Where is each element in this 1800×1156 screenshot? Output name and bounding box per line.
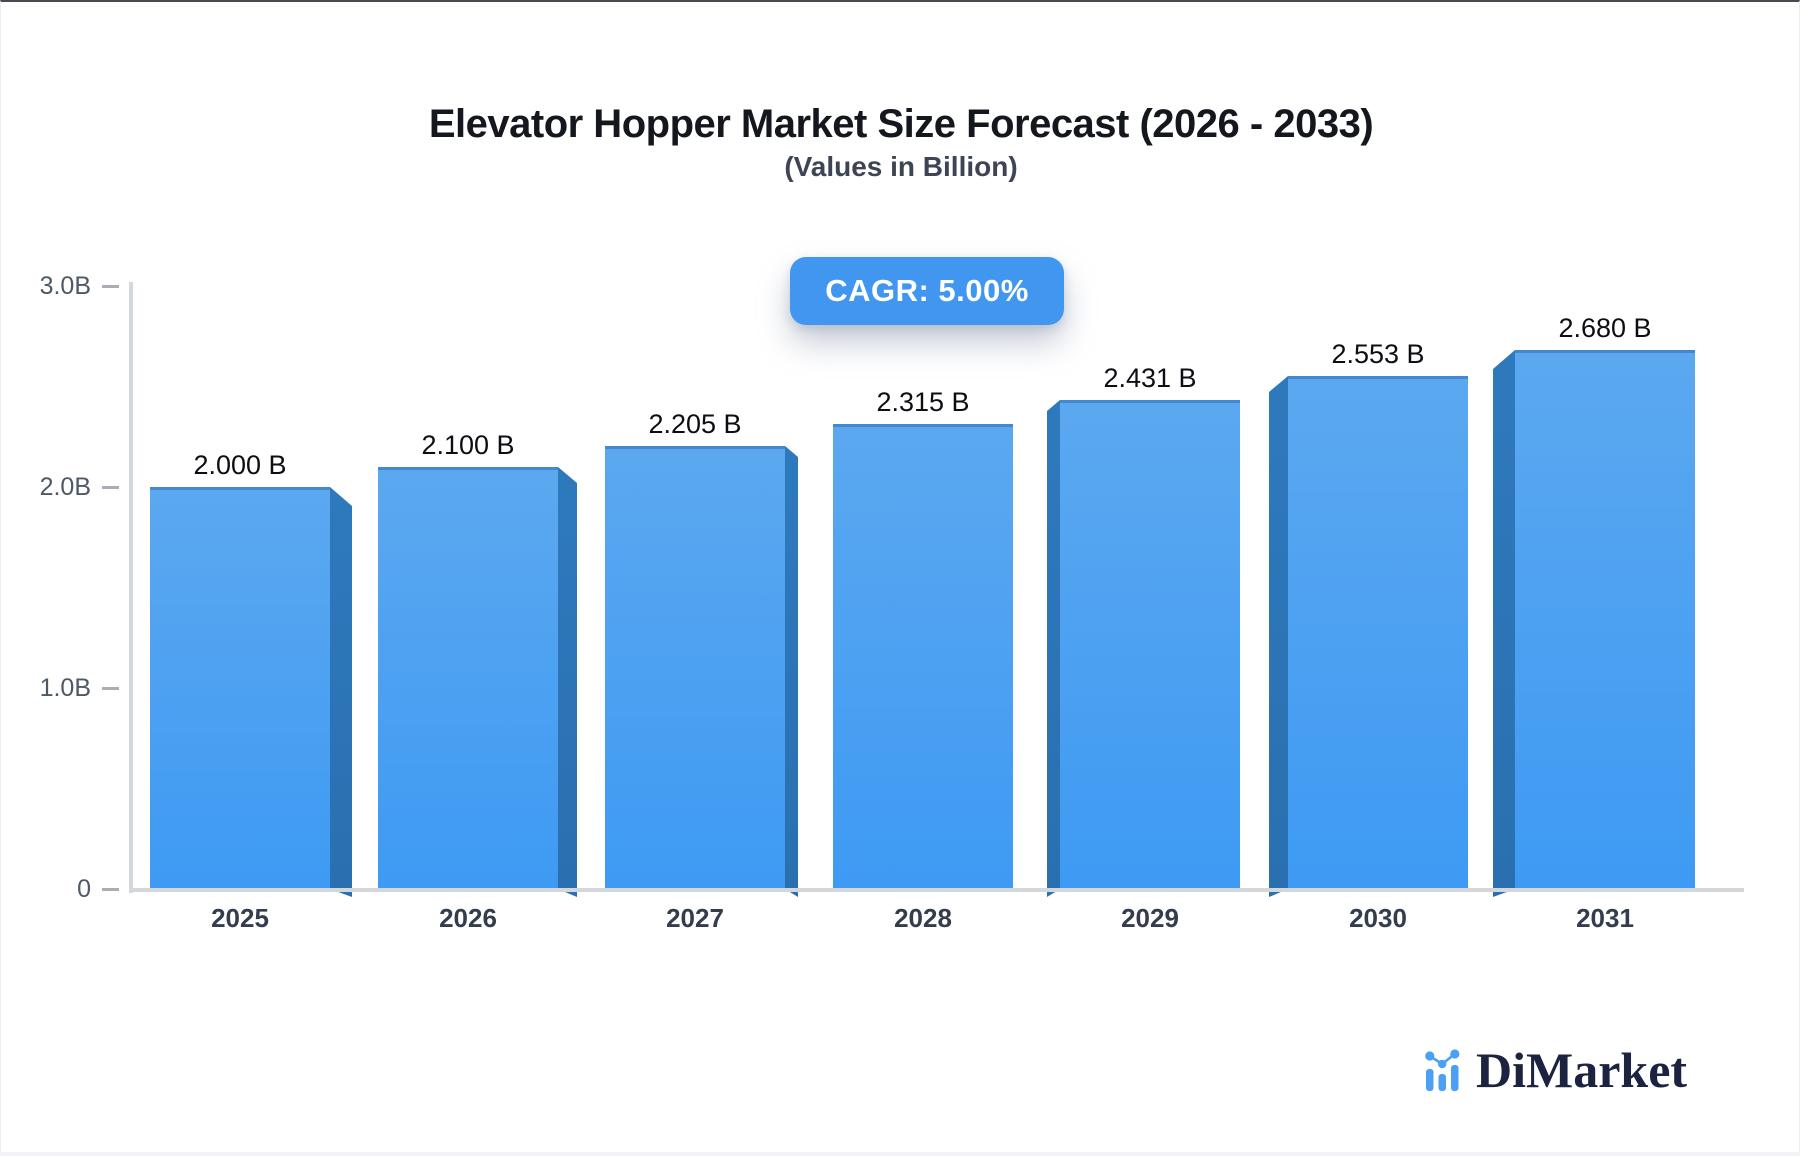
bar-value-label: 2.680 B [1558, 313, 1652, 343]
cagr-badge: CAGR: 5.00% [790, 257, 1064, 325]
x-axis-label: 2027 [666, 903, 724, 933]
x-axis-label: 2026 [439, 903, 497, 933]
dimarket-logo: DiMarket [1424, 1044, 1687, 1096]
bar-side [785, 446, 798, 897]
bar [378, 467, 558, 889]
bar-value-label: 2.315 B [876, 387, 970, 417]
chart-subtitle: (Values in Billion) [784, 151, 1018, 182]
bar [833, 424, 1013, 889]
y-axis-tick [102, 486, 119, 489]
x-axis-label: 2029 [1121, 903, 1179, 933]
y-axis-tick [102, 687, 119, 690]
bar-side [1047, 400, 1060, 897]
y-axis-label: 1.0B [39, 674, 91, 702]
x-axis-label: 2028 [894, 903, 952, 933]
x-axis-label: 2025 [211, 903, 269, 933]
bar-side [330, 487, 352, 897]
bar-value-label: 2.000 B [193, 450, 287, 480]
bar [605, 446, 785, 889]
dimarket-logo-icon [1425, 1049, 1460, 1091]
bar-value-label: 2.205 B [648, 409, 742, 439]
bar-side [558, 467, 577, 897]
x-axis-label: 2030 [1349, 903, 1407, 933]
x-axis-line [129, 888, 1744, 892]
x-axis-label: 2031 [1576, 903, 1634, 933]
bar-value-label: 2.431 B [1103, 363, 1197, 393]
y-axis-label: 2.0B [39, 473, 91, 501]
bar [1515, 350, 1695, 889]
bar-value-label: 2.553 B [1331, 339, 1425, 369]
chart-title: Elevator Hopper Market Size Forecast (20… [428, 102, 1374, 146]
y-axis-line [129, 282, 133, 893]
y-axis-tick [102, 888, 119, 891]
y-axis-label: 0 [77, 875, 91, 903]
dimarket-logo-text: DiMarket [1476, 1042, 1688, 1098]
logo-bars [1426, 1065, 1459, 1091]
bar [1288, 376, 1468, 889]
bar [150, 487, 330, 889]
y-axis-tick [102, 285, 119, 288]
bar-side [1269, 376, 1288, 897]
y-axis-label: 3.0B [39, 272, 91, 300]
bar [1060, 400, 1240, 889]
logo-trend-line [1425, 1049, 1460, 1069]
bar-value-label: 2.100 B [421, 430, 515, 460]
bar-side [1493, 350, 1515, 897]
